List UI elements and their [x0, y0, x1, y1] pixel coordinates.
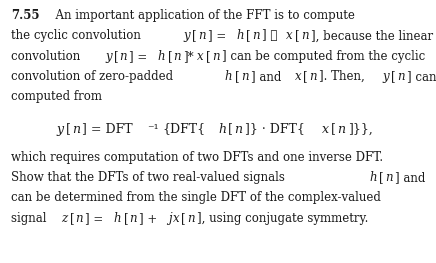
Text: ] =: ] =	[85, 212, 107, 225]
Text: which requires computation of two DFTs and one inverse DFT.: which requires computation of two DFTs a…	[11, 151, 383, 164]
Text: signal: signal	[11, 212, 50, 225]
Text: [: [	[65, 123, 70, 136]
Text: n: n	[385, 171, 392, 184]
Text: ] Ⓢ: ] Ⓢ	[262, 29, 281, 42]
Text: [: [	[235, 70, 239, 83]
Text: An important application of the FFT is to compute: An important application of the FFT is t…	[48, 9, 354, 22]
Text: h: h	[158, 50, 165, 63]
Text: ]. Then,: ]. Then,	[319, 70, 368, 83]
Text: n: n	[397, 70, 405, 83]
Text: [: [	[114, 50, 118, 63]
Text: ]*: ]*	[184, 50, 194, 63]
Text: h: h	[114, 212, 122, 225]
Text: j: j	[168, 212, 171, 225]
Text: ⁻¹: ⁻¹	[147, 123, 159, 136]
Text: convolution of zero-padded: convolution of zero-padded	[11, 70, 177, 83]
Text: x: x	[322, 123, 329, 136]
Text: x: x	[197, 50, 204, 63]
Text: ] and: ] and	[395, 171, 429, 184]
Text: n: n	[75, 212, 83, 225]
Text: can be determined from the single DFT of the complex-valued: can be determined from the single DFT of…	[11, 191, 381, 204]
Text: n: n	[187, 212, 194, 225]
Text: ]}},: ]}},	[348, 123, 373, 136]
Text: ] can be: ] can be	[407, 70, 436, 83]
Text: x: x	[286, 29, 293, 42]
Text: n: n	[309, 70, 317, 83]
Text: z: z	[61, 212, 68, 225]
Text: 7.55: 7.55	[11, 9, 39, 22]
Text: x: x	[173, 212, 179, 225]
Text: n: n	[198, 29, 205, 42]
Text: [: [	[181, 212, 186, 225]
Text: y: y	[105, 50, 112, 63]
Text: [: [	[192, 29, 197, 42]
Text: y: y	[383, 70, 389, 83]
Text: y: y	[183, 29, 190, 42]
Text: [: [	[303, 70, 308, 83]
Text: h: h	[218, 123, 226, 136]
Text: n: n	[129, 212, 137, 225]
Text: x: x	[295, 70, 301, 83]
Text: h: h	[225, 70, 232, 83]
Text: n: n	[252, 29, 259, 42]
Text: ] and: ] and	[251, 70, 285, 83]
Text: the cyclic convolution: the cyclic convolution	[11, 29, 144, 42]
Text: ] =: ] =	[208, 29, 230, 42]
Text: [: [	[331, 123, 336, 136]
Text: n: n	[301, 29, 309, 42]
Text: [: [	[295, 29, 300, 42]
Text: n: n	[72, 123, 80, 136]
Text: ], using conjugate symmetry.: ], using conjugate symmetry.	[197, 212, 368, 225]
Text: n: n	[174, 50, 181, 63]
Text: h: h	[369, 171, 377, 184]
Text: convolution: convolution	[11, 50, 84, 63]
Text: [: [	[228, 123, 233, 136]
Text: [: [	[70, 212, 74, 225]
Text: [: [	[246, 29, 251, 42]
Text: n: n	[235, 123, 242, 136]
Text: ] =: ] =	[129, 50, 151, 63]
Text: ]} · DFT{: ]} · DFT{	[245, 123, 305, 136]
Text: [: [	[392, 70, 396, 83]
Text: h: h	[236, 29, 244, 42]
Text: ] +: ] +	[140, 212, 161, 225]
Text: [: [	[379, 171, 384, 184]
Text: n: n	[337, 123, 345, 136]
Text: ], because the linear: ], because the linear	[311, 29, 433, 42]
Text: [: [	[124, 212, 128, 225]
Text: ] = DFT: ] = DFT	[82, 123, 133, 136]
Text: n: n	[241, 70, 249, 83]
Text: [: [	[206, 50, 210, 63]
Text: n: n	[212, 50, 219, 63]
Text: {DFT{: {DFT{	[162, 123, 205, 136]
Text: Show that the DFTs of two real-valued signals: Show that the DFTs of two real-valued si…	[11, 171, 289, 184]
Text: n: n	[119, 50, 127, 63]
Text: [: [	[168, 50, 172, 63]
Text: computed from: computed from	[11, 90, 102, 103]
Text: ] can be computed from the cyclic: ] can be computed from the cyclic	[221, 50, 425, 63]
Text: y: y	[56, 123, 63, 136]
